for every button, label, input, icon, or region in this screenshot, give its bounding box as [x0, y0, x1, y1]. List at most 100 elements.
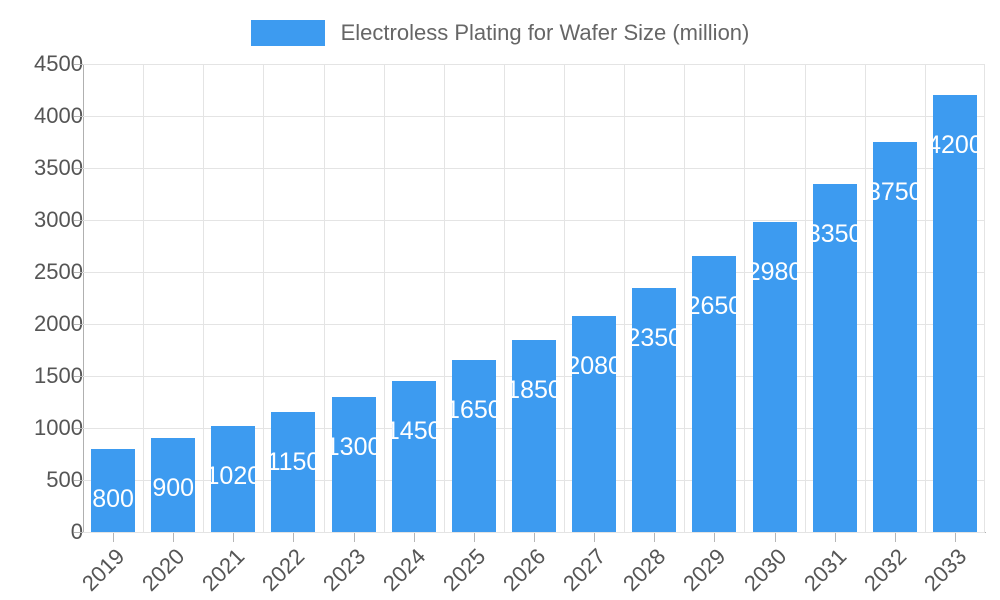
plot-area: 800 900 1020 1150 1300 1450 1650 1850 2080 2350 26…: [83, 64, 985, 533]
bar-group[interactable]: 1650: [444, 64, 504, 532]
bar[interactable]: 1650: [451, 360, 496, 532]
bar-clip: 2350: [632, 287, 677, 532]
bar-group[interactable]: 1020: [203, 64, 263, 532]
bar-clip: 2980: [752, 222, 797, 532]
bar-clip: 900: [151, 438, 196, 532]
bar[interactable]: 900: [151, 438, 196, 532]
bar-value-label: 1020: [211, 461, 256, 490]
bar-group[interactable]: 1150: [263, 64, 323, 532]
bar[interactable]: 2650: [692, 256, 737, 532]
x-gridline: [143, 64, 144, 532]
y-axis: 0 500 1000 1500 2000 2500 3000 3500 4000 4500: [0, 53, 83, 543]
bar-clip: 4200: [932, 95, 977, 532]
bar-group[interactable]: 2080: [564, 64, 624, 532]
bar-group[interactable]: 1450: [384, 64, 444, 532]
y-axis-tick-mark: [74, 480, 83, 481]
y-gridline: [83, 116, 985, 117]
y-axis-tick-label: 3000: [34, 207, 83, 232]
x-gridline: [564, 64, 565, 532]
x-gridline: [984, 64, 985, 532]
x-axis-tick-label: 2021: [197, 543, 250, 596]
bar-group[interactable]: 2980: [744, 64, 804, 532]
bar-group[interactable]: 2650: [684, 64, 744, 532]
y-gridline: [83, 532, 985, 533]
bar-value-label: 4200: [932, 131, 977, 160]
y-axis-tick-mark: [74, 116, 83, 117]
bar-clip: 1020: [211, 425, 256, 532]
y-axis-tick-mark: [74, 168, 83, 169]
bar[interactable]: 2080: [572, 315, 617, 532]
y-axis-tick-label: 1500: [34, 363, 83, 388]
y-axis-tick-mark: [74, 376, 83, 377]
x-axis-tick-mark: [414, 533, 415, 542]
x-axis-tick-mark: [354, 533, 355, 542]
x-axis-tick-mark: [113, 533, 114, 542]
bar-group[interactable]: 4200: [925, 64, 985, 532]
bar-group[interactable]: 3350: [805, 64, 865, 532]
x-axis-tick-label: 2028: [618, 543, 671, 596]
x-gridline: [504, 64, 505, 532]
y-gridline: [83, 64, 985, 65]
x-axis-tick-label: 2020: [137, 543, 190, 596]
bar-value-label: 1450: [391, 417, 436, 446]
y-gridline: [83, 272, 985, 273]
bar[interactable]: 1300: [331, 396, 376, 532]
x-axis-tick-mark: [835, 533, 836, 542]
y-gridline: [83, 168, 985, 169]
bar[interactable]: 1450: [391, 381, 436, 532]
x-axis-tick-label: 2030: [738, 543, 791, 596]
bar-clip: 2080: [572, 315, 617, 532]
bar-clip: 3750: [872, 142, 917, 532]
bar[interactable]: 1850: [511, 339, 556, 532]
x-axis-tick-label: 2032: [858, 543, 912, 596]
bar[interactable]: 1020: [211, 425, 256, 532]
bar[interactable]: 3750: [872, 142, 917, 532]
x-axis-tick-mark: [293, 533, 294, 542]
x-gridline: [805, 64, 806, 532]
legend-color-swatch: [250, 20, 325, 46]
bar-clip: 1650: [451, 360, 496, 532]
x-axis-tick-label: 2023: [317, 543, 370, 596]
y-axis-line: [83, 64, 84, 533]
bar-value-label: 1300: [331, 432, 376, 461]
y-axis-tick-mark: [74, 324, 83, 325]
y-axis-tick-mark: [74, 64, 83, 65]
bar-group[interactable]: 2350: [624, 64, 684, 532]
bar-value-label: 2980: [752, 258, 797, 287]
bar[interactable]: 1150: [271, 412, 316, 532]
x-gridline: [263, 64, 264, 532]
y-axis-tick-mark: [74, 220, 83, 221]
bar[interactable]: 2980: [752, 222, 797, 532]
y-axis-tick-mark: [74, 272, 83, 273]
x-axis-tick-mark: [534, 533, 535, 542]
x-axis-tick-mark: [775, 533, 776, 542]
x-axis-tick-label: 2026: [497, 543, 551, 596]
bar-value-label: 3350: [812, 219, 857, 248]
x-gridline: [324, 64, 325, 532]
x-axis-tick-mark: [714, 533, 715, 542]
y-axis-tick-mark: [74, 532, 83, 533]
bar-clip: 1300: [331, 396, 376, 532]
bar-group[interactable]: 900: [143, 64, 203, 532]
bar[interactable]: 3350: [812, 183, 857, 532]
bar-group[interactable]: 800: [83, 64, 143, 532]
x-axis-tick-label: 2029: [678, 543, 731, 596]
bar-group[interactable]: 1300: [324, 64, 384, 532]
bar-value-label: 1850: [511, 375, 556, 404]
x-gridline: [203, 64, 204, 532]
bar-group[interactable]: 1850: [504, 64, 564, 532]
bar[interactable]: 2350: [632, 287, 677, 532]
x-gridline: [684, 64, 685, 532]
bar[interactable]: 4200: [932, 95, 977, 532]
legend-series-label: Electroless Plating for Wafer Size (mill…: [340, 20, 750, 45]
bar-clip: 800: [91, 448, 136, 532]
bar[interactable]: 800: [91, 448, 136, 532]
bar-value-label: 1650: [451, 396, 496, 425]
x-gridline: [925, 64, 926, 532]
x-axis: 2019 2020 2021 2022 2023 2024 2025 2026 2027 2028…: [77, 533, 986, 600]
bar-clip: 1850: [511, 339, 556, 532]
bar-group[interactable]: 3750: [865, 64, 925, 532]
y-axis-tick-label: 2500: [34, 259, 83, 284]
y-axis-tick-label: 500: [46, 467, 83, 492]
